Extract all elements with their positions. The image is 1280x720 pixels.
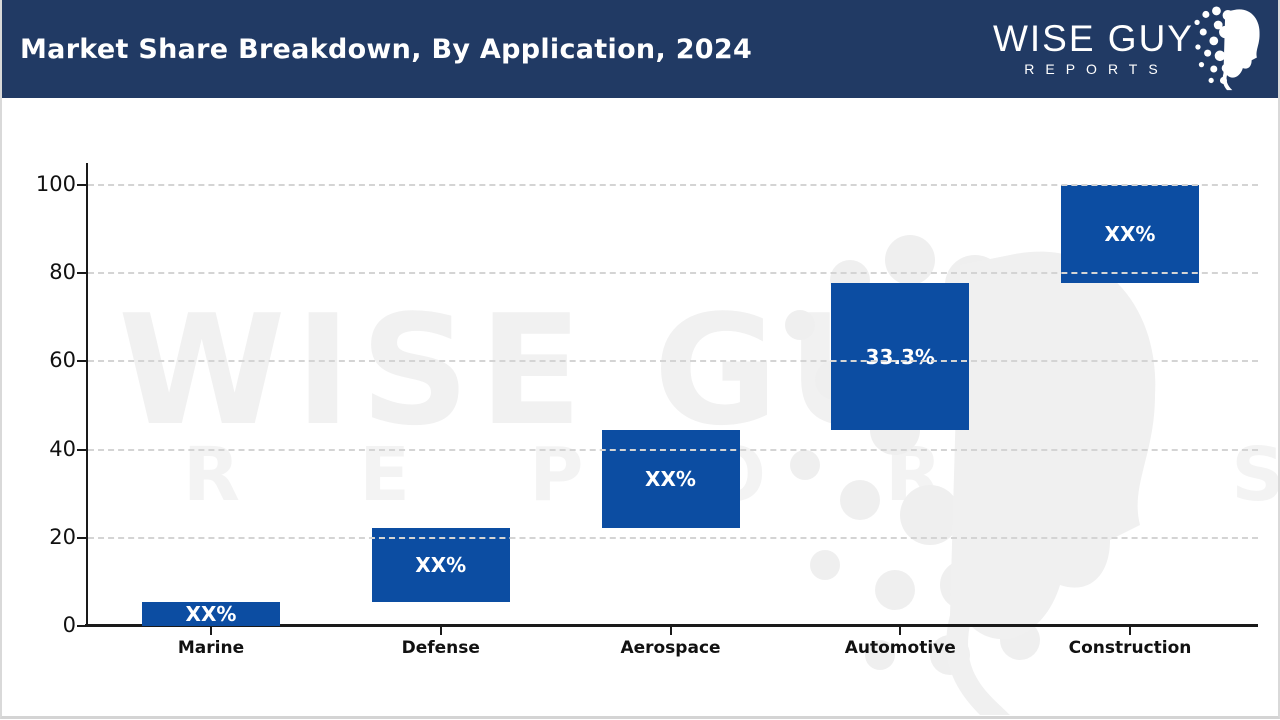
y-tick-mark xyxy=(77,360,86,363)
gridline xyxy=(88,360,1258,363)
x-tick-mark xyxy=(439,627,442,635)
x-tick-mark xyxy=(210,627,212,635)
x-tick-label-marine: Marine xyxy=(177,638,245,658)
gridline xyxy=(88,272,1258,275)
bar-automotive: 33.3% xyxy=(831,282,970,431)
y-tick-label: 40 xyxy=(49,436,76,461)
bar-label: XX% xyxy=(1104,221,1156,246)
x-tick-label-defense: Defense xyxy=(401,638,480,658)
y-tick-label: 100 xyxy=(35,172,76,196)
gridline xyxy=(88,448,1258,451)
bar-construction: XX% xyxy=(1061,185,1199,283)
y-axis-line xyxy=(86,163,88,627)
bar-label: 33.3% xyxy=(865,344,935,369)
bar-label: XX% xyxy=(415,552,467,577)
x-tick-mark xyxy=(899,627,902,635)
y-tick-mark xyxy=(77,448,86,451)
gridline xyxy=(88,536,1258,539)
x-tick-label-construction: Construction xyxy=(1068,638,1192,658)
y-tick-mark xyxy=(77,625,86,627)
y-tick-mark xyxy=(77,184,86,186)
bar-label: XX% xyxy=(185,601,237,626)
bar-aerospace: XX% xyxy=(601,430,740,529)
y-tick-label: 20 xyxy=(49,524,76,549)
x-tick-label-aerospace: Aerospace xyxy=(620,638,721,658)
header-bar: Market Share Breakdown, By Application, … xyxy=(0,0,1280,98)
x-tick-label-automotive: Automotive xyxy=(844,638,956,658)
gridline xyxy=(88,184,1258,186)
brand-logo: WISE GUY REPORTS xyxy=(993,3,1280,95)
bar-defense: XX% xyxy=(371,528,510,602)
brand-head-icon xyxy=(1188,3,1266,95)
y-tick-mark xyxy=(77,536,86,539)
y-tick-mark xyxy=(77,272,86,275)
x-tick-mark xyxy=(669,627,672,635)
bar-marine: XX% xyxy=(142,601,280,626)
bar-label: XX% xyxy=(645,467,696,492)
y-tick-label: 80 xyxy=(49,260,76,285)
x-axis-line xyxy=(85,624,1258,627)
page-title: Market Share Breakdown, By Application, … xyxy=(20,33,753,65)
brand-logo-name: WISE GUY xyxy=(992,18,1194,59)
x-tick-mark xyxy=(1129,627,1131,635)
y-tick-label: 0 xyxy=(62,613,76,637)
y-tick-label: 60 xyxy=(49,348,76,373)
brand-logo-subtitle: REPORTS xyxy=(1024,61,1169,77)
